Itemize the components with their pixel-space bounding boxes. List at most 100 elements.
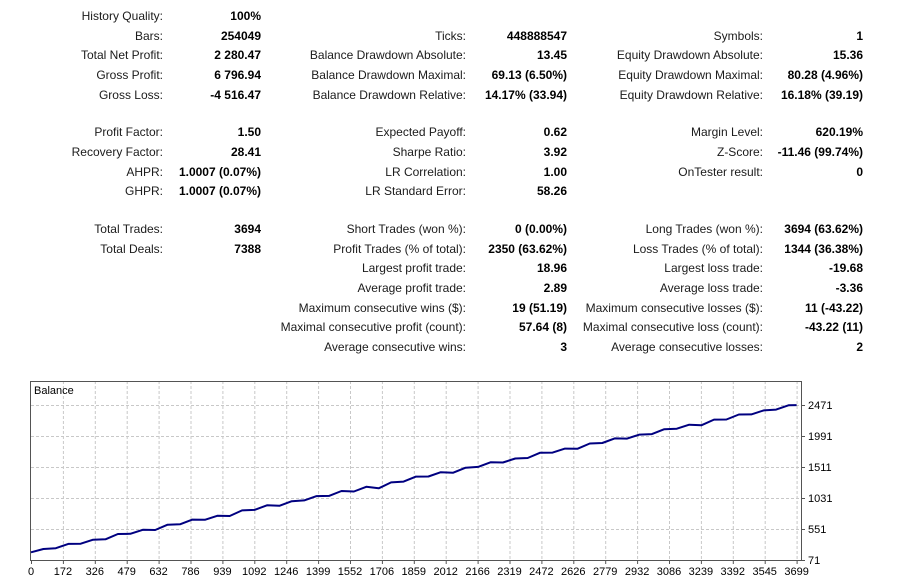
stat-label: Average consecutive wins: bbox=[324, 340, 466, 355]
stat-label: AHPR: bbox=[126, 164, 163, 179]
x-axis-label: 2626 bbox=[561, 566, 585, 578]
x-axis-label: 939 bbox=[213, 566, 231, 578]
stat-label: Balance Drawdown Absolute: bbox=[309, 48, 466, 63]
stat-label: Gross Loss: bbox=[98, 87, 163, 102]
y-axis-label: 1991 bbox=[808, 431, 832, 443]
stat-value: 7388 bbox=[234, 241, 261, 256]
stat-label: Maximal consecutive loss (count): bbox=[582, 320, 763, 335]
x-axis-label: 172 bbox=[54, 566, 72, 578]
stat-label: Z-Score: bbox=[716, 144, 763, 159]
x-axis-label: 1859 bbox=[402, 566, 426, 578]
y-axis-label: 71 bbox=[808, 555, 820, 567]
stat-label: Balance Drawdown Maximal: bbox=[311, 67, 466, 82]
stat-value: 11 (-43.22) bbox=[804, 300, 863, 315]
stat-label: Sharpe Ratio: bbox=[392, 144, 466, 159]
x-axis-label: 2012 bbox=[433, 566, 457, 578]
chart-title: Balance bbox=[34, 385, 74, 397]
stat-label: Margin Level: bbox=[690, 125, 763, 140]
x-axis-label: 1399 bbox=[306, 566, 330, 578]
stat-value: 2.89 bbox=[543, 281, 567, 296]
x-axis-label: 0 bbox=[28, 566, 34, 578]
stat-row: Bars: 254049 Ticks: 448888547 Symbols: 1 bbox=[0, 26, 900, 46]
stat-row: Gross Loss: -4 516.47 Balance Drawdown Rel… bbox=[0, 85, 900, 105]
stat-row: AHPR: 1.0007 (0.07%) LR Correlation: 1.00 On… bbox=[0, 162, 900, 182]
stat-value: 1 bbox=[856, 28, 863, 43]
stat-label: Maximal consecutive profit (count): bbox=[280, 320, 466, 335]
x-axis-label: 1706 bbox=[370, 566, 394, 578]
x-axis-label: 3239 bbox=[689, 566, 713, 578]
y-axis-label: 1511 bbox=[808, 462, 832, 474]
stat-value: 58.26 bbox=[536, 184, 567, 199]
stat-value: -4 516.47 bbox=[210, 87, 261, 102]
stat-label: Long Trades (won %): bbox=[645, 222, 763, 237]
stat-row: Maximum consecutive wins ($): 19 (51.19) M… bbox=[0, 298, 900, 318]
x-axis-label: 2319 bbox=[497, 566, 521, 578]
stat-row: History Quality: 100% bbox=[0, 6, 900, 26]
stat-row: Total Trades: 3694 Short Trades (won %): 0 … bbox=[0, 219, 900, 239]
stat-label: Short Trades (won %): bbox=[346, 222, 466, 237]
stat-label: Profit Trades (% of total): bbox=[333, 241, 466, 256]
stat-value: 1344 (36.38%) bbox=[784, 241, 863, 256]
x-axis-label: 2166 bbox=[465, 566, 489, 578]
stat-label: Total Net Profit: bbox=[80, 48, 163, 63]
balance-line bbox=[30, 404, 797, 554]
stat-label: Maximum consecutive losses ($): bbox=[585, 300, 763, 315]
stat-value: -3.36 bbox=[835, 281, 863, 296]
plot-border bbox=[30, 381, 802, 561]
stat-value: 620.19% bbox=[815, 125, 863, 140]
stat-value: 0 bbox=[856, 164, 863, 179]
stat-value: 254049 bbox=[220, 28, 261, 43]
stat-row: Average consecutive wins: 3 Average consec… bbox=[0, 337, 900, 357]
stat-value: 448888547 bbox=[506, 28, 567, 43]
stat-label: History Quality: bbox=[81, 8, 163, 23]
stat-value: 3694 (63.62%) bbox=[784, 222, 863, 237]
stat-label: Total Deals: bbox=[100, 241, 163, 256]
stat-value: -43.22 (11) bbox=[804, 320, 863, 335]
x-axis-label: 3086 bbox=[657, 566, 681, 578]
x-axis-label: 2779 bbox=[593, 566, 617, 578]
stats-section-3: Total Trades: 3694 Short Trades (won %): 0 … bbox=[0, 219, 900, 357]
stats-section-2: Profit Factor: 1.50 Expected Payoff: 0.62 Ma… bbox=[0, 122, 900, 201]
stat-value: 6 796.94 bbox=[214, 67, 261, 82]
stat-value: 28.41 bbox=[230, 144, 261, 159]
stat-value: 13.45 bbox=[536, 48, 567, 63]
stat-row: Recovery Factor: 28.41 Sharpe Ratio: 3.92 Z-… bbox=[0, 142, 900, 162]
balance-chart: 0 172 326 479 632 786 939 1092 1246 1399 1552 1706 1… bbox=[28, 381, 832, 578]
x-axis-label: 3392 bbox=[721, 566, 745, 578]
y-axis-label: 551 bbox=[808, 524, 826, 536]
stat-value: 2 bbox=[856, 340, 863, 355]
x-axis-label: 632 bbox=[149, 566, 167, 578]
stat-label: Profit Factor: bbox=[94, 125, 163, 140]
stat-value: 18.96 bbox=[536, 261, 567, 276]
stat-value: 1.0007 (0.07%) bbox=[178, 184, 261, 199]
backtest-statistics: History Quality: 100% Bars: 254049 Ticks: 448… bbox=[0, 6, 900, 357]
stat-label: LR Standard Error: bbox=[365, 184, 466, 199]
stat-label: Equity Drawdown Maximal: bbox=[618, 67, 763, 82]
stat-row: Largest profit trade: 18.96 Largest loss t… bbox=[0, 259, 900, 279]
stat-value: 3.92 bbox=[543, 144, 567, 159]
stat-value: 16.18% (39.19) bbox=[780, 87, 863, 102]
stat-label: Expected Payoff: bbox=[375, 125, 466, 140]
stat-value: 3 bbox=[560, 340, 567, 355]
stat-label: Average loss trade: bbox=[659, 281, 763, 296]
y-axis-label: 2471 bbox=[808, 400, 832, 412]
stat-value: 1.00 bbox=[543, 164, 567, 179]
stat-label: Balance Drawdown Relative: bbox=[312, 87, 466, 102]
stat-value: 69.13 (6.50%) bbox=[491, 67, 567, 82]
stat-row: Total Deals: 7388 Profit Trades (% of tota… bbox=[0, 239, 900, 259]
stat-label: Maximum consecutive wins ($): bbox=[298, 300, 466, 315]
x-axis-label: 1552 bbox=[338, 566, 362, 578]
stat-label: Average consecutive losses: bbox=[611, 340, 763, 355]
stat-value: 1.0007 (0.07%) bbox=[178, 164, 261, 179]
stat-value: 2350 (63.62%) bbox=[488, 241, 567, 256]
stat-row: Average profit trade: 2.89 Average loss tr… bbox=[0, 278, 900, 298]
stat-row: Maximal consecutive profit (count): 57.64… bbox=[0, 318, 900, 338]
x-axis-label: 479 bbox=[118, 566, 136, 578]
x-axis-label: 1246 bbox=[274, 566, 298, 578]
x-axis-label: 2472 bbox=[529, 566, 553, 578]
stat-label: OnTester result: bbox=[678, 164, 763, 179]
stat-label: Largest profit trade: bbox=[361, 261, 466, 276]
stat-value: 80.28 (4.96%) bbox=[787, 67, 863, 82]
stat-label: Average profit trade: bbox=[357, 281, 466, 296]
